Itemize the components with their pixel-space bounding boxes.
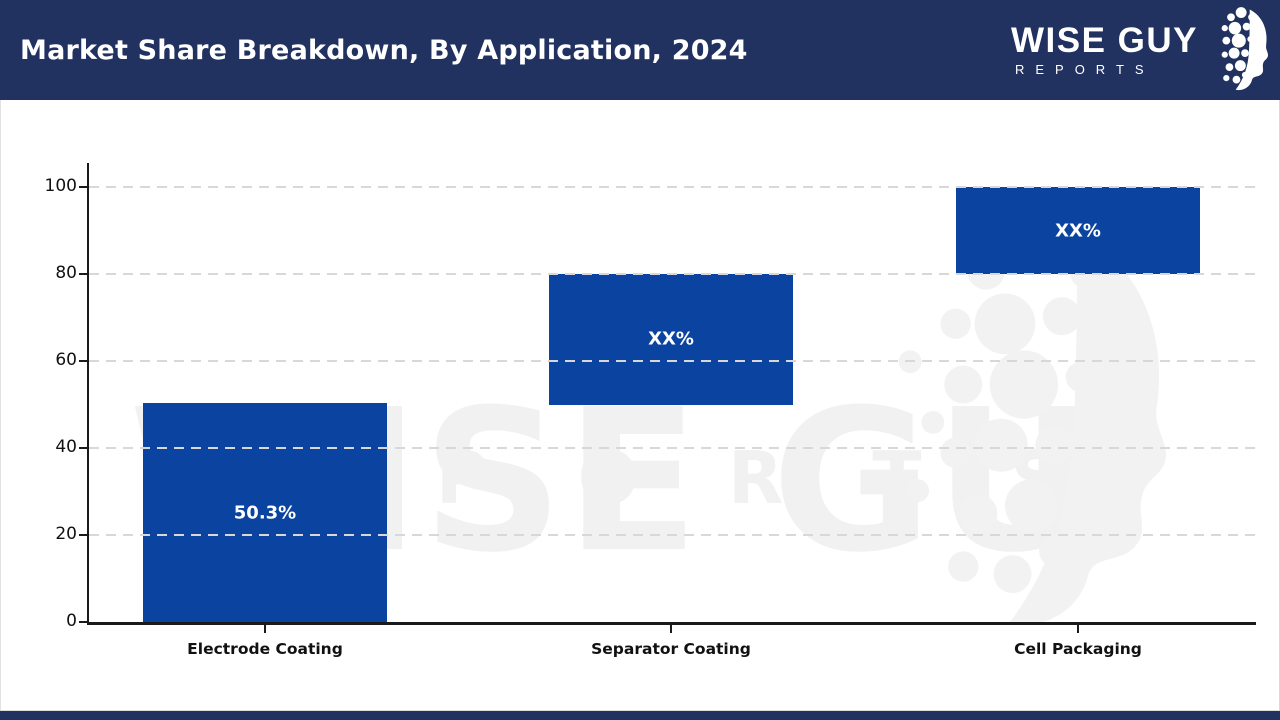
y-tick-label: 0 — [66, 611, 77, 631]
footer-bar — [0, 711, 1280, 720]
bar-value-label: XX% — [648, 328, 694, 350]
bar-value-label: 50.3% — [233, 502, 297, 524]
category-label: Electrode Coating — [187, 640, 343, 658]
y-tick-mark — [79, 621, 87, 623]
gridline — [89, 447, 1256, 449]
y-tick-label: 20 — [55, 524, 77, 544]
y-tick-label: 40 — [55, 437, 77, 457]
y-axis — [87, 163, 89, 624]
y-tick-mark — [79, 447, 87, 449]
brand-logo-text: WISE GUY REPORTS — [1011, 23, 1198, 77]
watermark-head-icon — [898, 221, 1167, 625]
x-axis — [87, 622, 1256, 625]
page-title: Market Share Breakdown, By Application, … — [20, 34, 748, 66]
y-tick-mark — [79, 186, 87, 188]
y-tick-mark — [79, 534, 87, 536]
bar — [956, 187, 1200, 274]
y-tick-mark — [79, 273, 87, 275]
brand-name: WISE GUY — [1010, 21, 1198, 60]
gridline — [89, 186, 1256, 188]
header-banner: Market Share Breakdown, By Application, … — [0, 0, 1280, 100]
x-tick-mark — [1077, 625, 1079, 633]
gridline — [89, 534, 1256, 536]
bottom-hairline — [0, 710, 1280, 711]
brand-logo: WISE GUY REPORTS — [1011, 4, 1280, 96]
y-tick-label: 100 — [44, 176, 77, 196]
x-tick-mark — [264, 625, 266, 633]
bar — [549, 274, 793, 405]
gridline — [89, 360, 1256, 362]
bar-value-label: XX% — [1055, 220, 1101, 241]
category-label: Separator Coating — [591, 640, 751, 658]
brand-subname: REPORTS — [1014, 62, 1155, 77]
brand-head-icon — [1221, 7, 1269, 91]
y-tick-label: 80 — [55, 263, 77, 283]
gridline — [89, 273, 1256, 275]
x-tick-mark — [670, 625, 672, 633]
chart-area: WISE GU R E P O R T S 0 20 40 60 80 100 50.3% E… — [0, 100, 1280, 712]
y-tick-mark — [79, 360, 87, 362]
bar — [143, 403, 387, 622]
y-tick-label: 60 — [55, 350, 77, 370]
category-label: Cell Packaging — [1014, 640, 1142, 658]
